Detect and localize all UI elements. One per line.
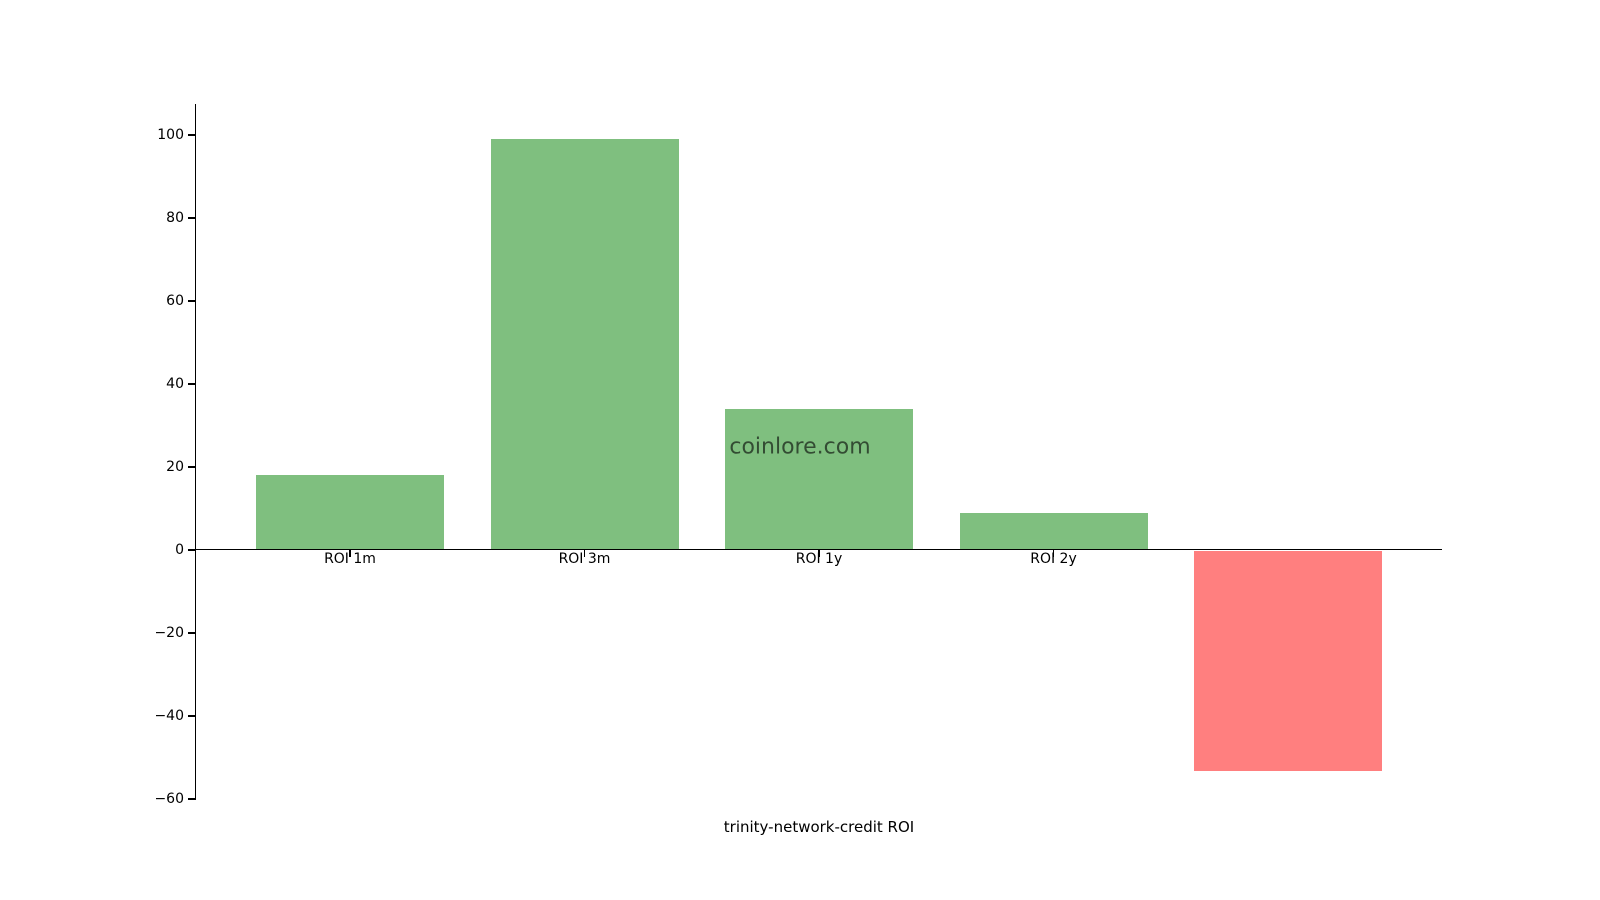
y-tick-label-100: 100 bbox=[157, 127, 184, 143]
x-tick-mark-2 bbox=[818, 549, 820, 557]
y-tick-mark-80 bbox=[188, 217, 195, 219]
y-tick-mark--60 bbox=[188, 798, 195, 800]
y-tick-mark-100 bbox=[188, 134, 195, 136]
y-tick-label--20: −20 bbox=[154, 625, 184, 641]
y-tick-label-60: 60 bbox=[166, 293, 184, 309]
x-axis-title: trinity-network-credit ROI bbox=[723, 818, 915, 836]
y-tick-mark-40 bbox=[188, 383, 195, 385]
bar-roi-1y bbox=[725, 408, 913, 550]
y-tick-label-80: 80 bbox=[166, 210, 184, 226]
x-tick-mark-1 bbox=[583, 549, 586, 557]
y-tick-mark-20 bbox=[188, 466, 195, 468]
y-tick-mark--40 bbox=[188, 715, 195, 717]
bar-unlabeled-4 bbox=[1194, 551, 1382, 771]
y-tick-mark-60 bbox=[188, 300, 195, 302]
y-tick-label-20: 20 bbox=[166, 459, 184, 475]
y-tick-label--40: −40 bbox=[154, 708, 184, 724]
bar-roi-3m bbox=[490, 139, 679, 550]
bar-roi-2y bbox=[959, 512, 1148, 550]
x-tick-label-roi-3m: ROI 3m bbox=[558, 551, 611, 567]
x-tick-mark-3 bbox=[1052, 549, 1055, 557]
watermark-text: coinlore.com bbox=[729, 434, 871, 460]
y-tick-label-40: 40 bbox=[166, 376, 184, 392]
y-tick-label--60: −60 bbox=[154, 791, 184, 807]
x-tick-label-roi-1m: ROI 1m bbox=[324, 551, 376, 567]
y-tick-mark--20 bbox=[188, 632, 195, 634]
x-tick-label-roi-2y: ROI 2y bbox=[1030, 551, 1077, 567]
bar-roi-1m bbox=[256, 475, 444, 550]
x-tick-label-roi-1y: ROI 1y bbox=[795, 551, 843, 567]
x-tick-mark-0 bbox=[349, 549, 351, 557]
y-tick-label-0: 0 bbox=[175, 542, 184, 558]
y-tick-mark-0 bbox=[188, 549, 195, 551]
y-axis-spine bbox=[195, 104, 197, 800]
